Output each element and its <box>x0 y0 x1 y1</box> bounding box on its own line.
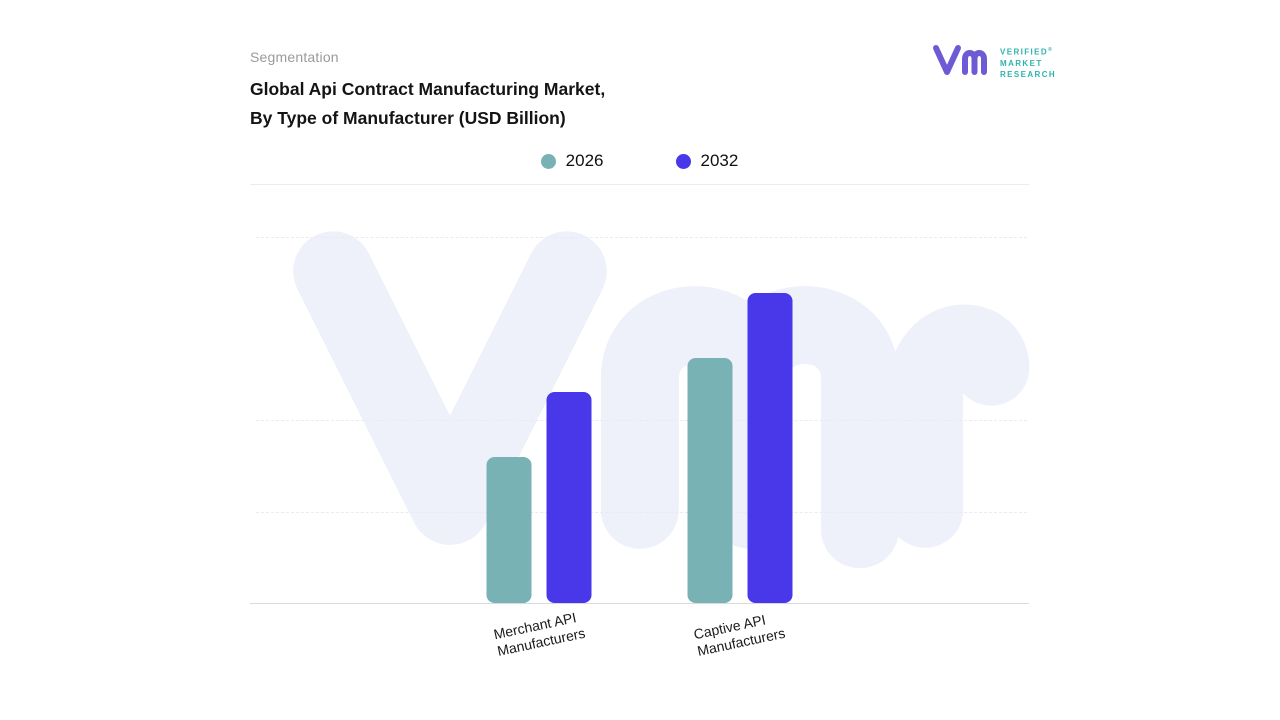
registered-mark: ® <box>1048 47 1052 54</box>
bar-group-2: Captive API Manufacturers <box>687 237 793 659</box>
vmr-logo: VERIFIED® MARKET RESEARCH <box>930 40 1056 85</box>
legend-label-2032: 2032 <box>700 151 739 170</box>
logo-wordmark: VERIFIED® MARKET RESEARCH <box>1000 45 1056 80</box>
bar-group-1: Merchant API Manufacturers <box>486 237 592 659</box>
category-label-2: Captive API Manufacturers <box>692 611 788 659</box>
logo-word-market: MARKET <box>1000 58 1043 68</box>
chart-title: Global Api Contract Manufacturing Market… <box>250 75 605 133</box>
bar-2032-group2 <box>747 292 793 603</box>
chart-legend: 2026 2032 <box>250 147 1029 175</box>
bar-2026-group2 <box>687 357 733 603</box>
bar-groups: Merchant API Manufacturers Captive API Manu… <box>250 237 1029 659</box>
plot-area: Merchant API Manufacturers Captive API Manu… <box>250 231 1030 659</box>
bar-2026-group1 <box>486 457 532 603</box>
legend-item-2026: 2026 <box>540 151 604 171</box>
logo-word-research: RESEARCH <box>1000 69 1057 79</box>
vmr-monogram-icon <box>930 40 992 85</box>
gridline-low <box>256 511 1027 513</box>
header-divider <box>250 184 1029 185</box>
category-label-1: Merchant API Manufacturers <box>491 609 587 659</box>
chart-title-line2: By Type of Manufacturer (USD Billion) <box>250 108 566 128</box>
legend-swatch-2032 <box>675 153 691 169</box>
gridline-mid <box>256 420 1027 421</box>
bar-2032-group1 <box>546 392 592 603</box>
chart-title-line1: Global Api Contract Manufacturing Market… <box>250 79 606 99</box>
section-label: Segmentation <box>250 49 339 65</box>
legend-swatch-2026 <box>540 153 556 169</box>
gridline-top <box>256 237 1027 238</box>
logo-word-verified: VERIFIED® <box>1000 47 1052 57</box>
legend-item-2032: 2032 <box>675 151 739 171</box>
legend-label-2026: 2026 <box>565 151 604 170</box>
